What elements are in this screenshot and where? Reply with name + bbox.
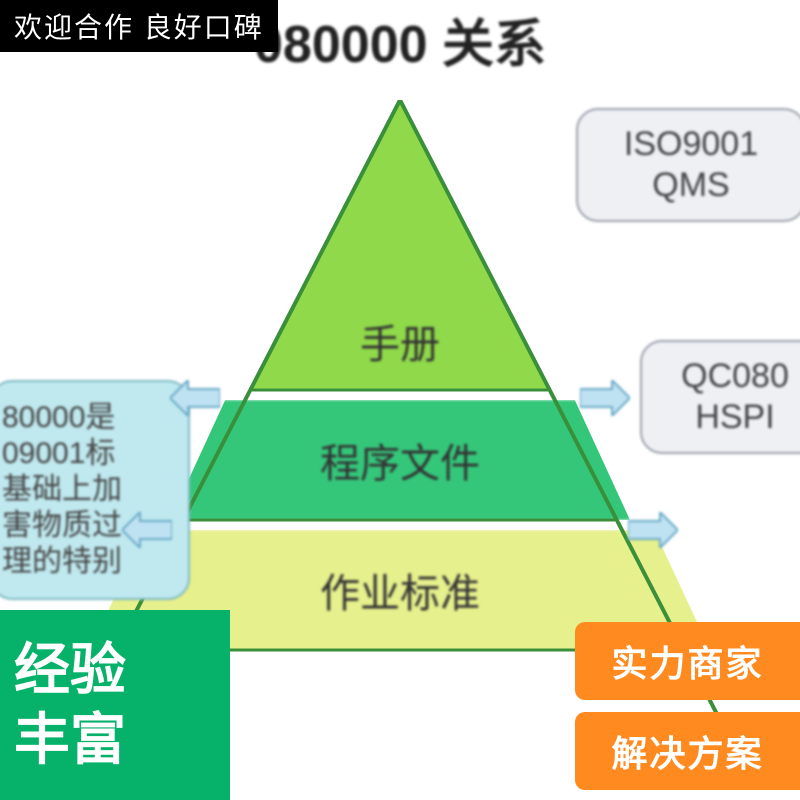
promo-line1: 经验: [14, 635, 230, 705]
promo-line2: 丰富: [14, 705, 230, 775]
bubble-qc080-line1: QC080: [681, 357, 789, 395]
bubble-left-l3: 害物质过: [2, 509, 122, 542]
bubble-left-l0: 80000是: [2, 401, 115, 434]
bubble-qc080: QC080 HSPI: [640, 340, 800, 454]
badge-solution: 解决方案: [575, 712, 800, 790]
bubble-left-note: 80000是 09001标 基础上加 害物质过 理的特别: [0, 380, 190, 600]
arrow-left-0: [170, 380, 220, 416]
pyramid-tier-2: 程序文件: [170, 400, 630, 520]
bubble-left-l4: 理的特别: [2, 545, 122, 578]
arrow-right-1: [580, 380, 630, 416]
bubble-qc080-line2: HSPI: [695, 398, 774, 436]
pyramid-tier-1: 手册: [250, 100, 550, 390]
arrow-right-3: [628, 512, 678, 548]
arrow-left-2: [122, 512, 172, 548]
promo-block: 经验 丰富: [0, 610, 230, 800]
bubble-left-l2: 基础上加: [2, 473, 122, 506]
bubble-iso9001: ISO9001 QMS: [576, 108, 800, 222]
bubble-iso9001-line1: ISO9001: [624, 125, 758, 163]
bubble-iso9001-line2: QMS: [652, 166, 729, 204]
top-bar: 欢迎合作 良好口碑: [0, 0, 278, 52]
badge-strength: 实力商家: [575, 622, 800, 700]
bubble-left-l1: 09001标: [2, 437, 115, 470]
